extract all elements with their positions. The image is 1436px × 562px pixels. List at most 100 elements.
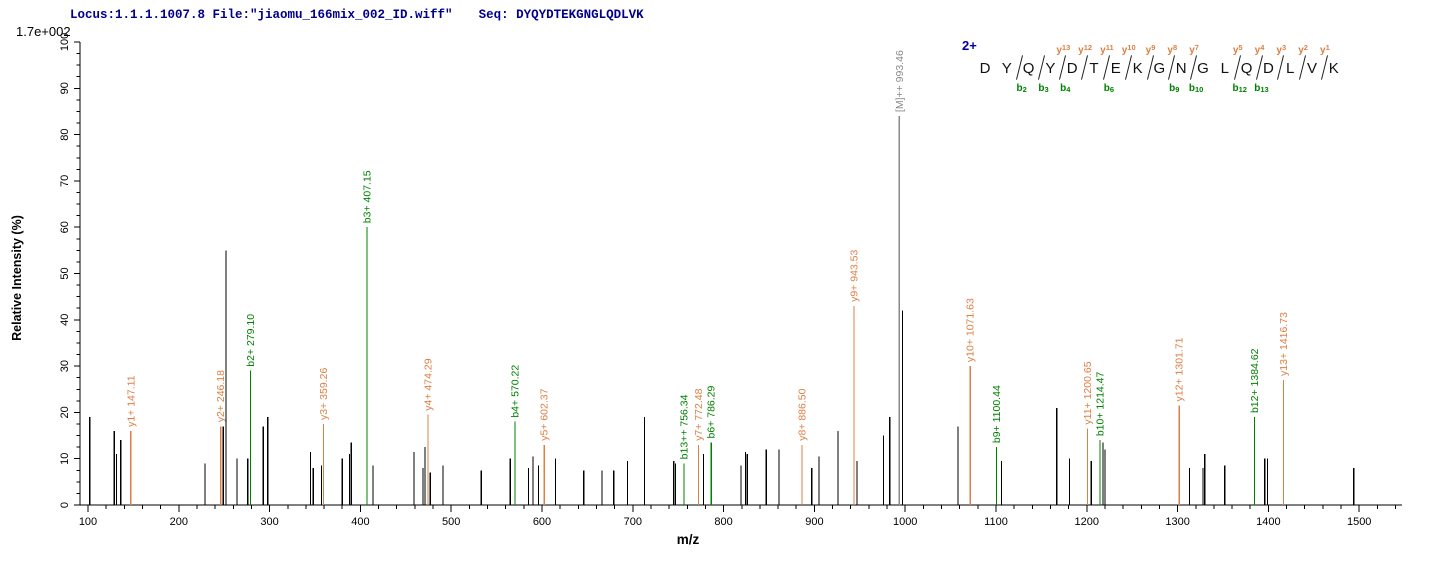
fragment-peak-label: b12+ 1384.62 [1249, 348, 1261, 413]
x-tick-label: 1300 [1165, 516, 1189, 528]
fragment-peak-label: y7+ 772.48 [693, 388, 705, 440]
y-ion-marker: y13 [1056, 43, 1071, 56]
residue-letter: Y [1001, 60, 1012, 77]
b-ion-marker: b12 [1232, 83, 1247, 94]
y-ion-marker: y5 [1232, 43, 1243, 56]
x-tick-label: 1500 [1347, 516, 1371, 528]
x-tick-label: 1200 [1075, 516, 1099, 528]
x-tick-label: 1000 [893, 516, 917, 528]
fragment-peak-label: y5+ 602.37 [539, 388, 551, 440]
cleavage-mark [1037, 55, 1045, 80]
y-ion-marker: y12 [1078, 43, 1093, 56]
b-ion-marker: b10 [1188, 83, 1204, 94]
residue-letter: D [979, 60, 991, 77]
y-tick-label: 80 [59, 128, 71, 140]
y-ion-marker: y8 [1167, 43, 1178, 56]
x-tick-label: 100 [79, 516, 97, 528]
residue-letter: K [1132, 60, 1143, 77]
y-tick-label: 100 [59, 33, 71, 51]
residue-letter: E [1110, 60, 1121, 77]
b-ion-marker: b3 [1038, 83, 1049, 94]
fragment-peak-label: b6+ 786.29 [706, 385, 718, 438]
b-ion-marker: b9 [1169, 83, 1180, 94]
y-ion-marker: y1 [1320, 43, 1330, 56]
y-tick-label: 20 [59, 406, 71, 418]
b-ion-marker: b13 [1254, 83, 1269, 94]
residue-letter: G [1153, 60, 1166, 77]
residue-letter: N [1175, 60, 1187, 77]
residue-letter: L [1220, 60, 1229, 77]
x-tick-label: 400 [351, 516, 369, 528]
x-axis-title: m/z [677, 532, 700, 547]
y-tick-label: 0 [59, 502, 71, 508]
cleavage-mark [1299, 55, 1307, 80]
x-tick-label: 500 [442, 516, 460, 528]
y-tick-label: 50 [59, 267, 71, 279]
x-tick-label: 700 [624, 516, 642, 528]
cleavage-mark [1059, 55, 1067, 80]
fragment-peak-label: y8+ 886.50 [797, 388, 809, 440]
y-tick-label: 30 [59, 360, 71, 372]
y-ion-marker: y9 [1145, 43, 1156, 56]
b-ion-marker: b2 [1016, 83, 1027, 94]
fragment-peak-label: y12+ 1301.71 [1174, 337, 1186, 401]
fragment-peak-label: y10+ 1071.63 [965, 298, 977, 362]
residue-letter: K [1328, 60, 1339, 77]
fragment-peak-label: b4+ 570.22 [509, 365, 521, 418]
x-tick-label: 900 [805, 516, 823, 528]
fragment-peak-label: [M]++ 993.46 [894, 50, 906, 112]
residue-letter: D [1262, 60, 1274, 77]
y-tick-label: 40 [59, 314, 71, 326]
b-ion-marker: b6 [1103, 83, 1115, 94]
locus-file-label: Locus:1.1.1.1007.8 File:"jiaomu_166mix_0… [70, 8, 453, 22]
fragment-peak-label: y9+ 943.53 [848, 249, 860, 301]
fragment-peak-label: b2+ 279.10 [245, 314, 257, 367]
cleavage-mark [1320, 55, 1329, 80]
cleavage-mark [1081, 55, 1089, 80]
cleavage-mark [1255, 55, 1263, 80]
cleavage-mark [1102, 55, 1111, 80]
y-ion-marker: y3 [1276, 43, 1287, 56]
fragment-peak-label: y13+ 1416.73 [1278, 312, 1290, 376]
y-ion-marker: y10 [1121, 43, 1136, 56]
fragment-peak-label: y2+ 246.18 [215, 370, 227, 422]
x-tick-label: 600 [533, 516, 551, 528]
seq-label: Seq: [478, 8, 509, 22]
y-tick-label: 10 [59, 453, 71, 465]
b-ion-marker: b4 [1060, 83, 1071, 94]
x-tick-label: 800 [714, 516, 732, 528]
residue-letter: T [1089, 60, 1099, 77]
y-ion-marker: y2 [1298, 43, 1308, 56]
residue-letter: Q [1240, 60, 1253, 77]
sequence-text: DYQYDTEKGNGLQDLVK [516, 8, 644, 22]
residue-letter: G [1197, 60, 1209, 77]
cleavage-mark [1124, 55, 1133, 80]
base-peak-intensity-label: 1.7e+002 [16, 24, 71, 39]
fragment-peak-label: y11+ 1200.65 [1082, 361, 1094, 424]
residue-letter: L [1286, 60, 1295, 77]
residue-letter: V [1306, 60, 1318, 77]
cleavage-mark [1168, 55, 1176, 80]
residue-letter: Q [1022, 60, 1035, 77]
fragment-peak-label: y3+ 359.26 [318, 368, 330, 420]
y-axis-title: Relative Intensity (%) [10, 215, 24, 341]
fragment-peak-label: b13++ 756.34 [678, 394, 690, 459]
fragment-peak-label: b9+ 1100.44 [991, 385, 1003, 443]
residue-letter: D [1066, 60, 1078, 77]
x-tick-label: 300 [260, 516, 278, 528]
y-tick-label: 60 [59, 221, 71, 233]
precursor-charge-label: 2+ [962, 38, 977, 53]
cleavage-mark [1277, 55, 1285, 80]
x-tick-label: 1400 [1256, 516, 1280, 528]
y-tick-label: 90 [59, 82, 71, 94]
residue-letter: Y [1045, 60, 1056, 77]
fragment-peak-label: b10+ 1214.47 [1094, 371, 1106, 436]
y-ion-marker: y11 [1100, 43, 1114, 56]
fragment-peak-label: y1+ 147.11 [125, 375, 137, 427]
y-ion-marker: y7 [1189, 43, 1199, 56]
y-tick-label: 70 [59, 175, 71, 187]
fragment-peak-label: y4+ 474.29 [422, 358, 434, 410]
